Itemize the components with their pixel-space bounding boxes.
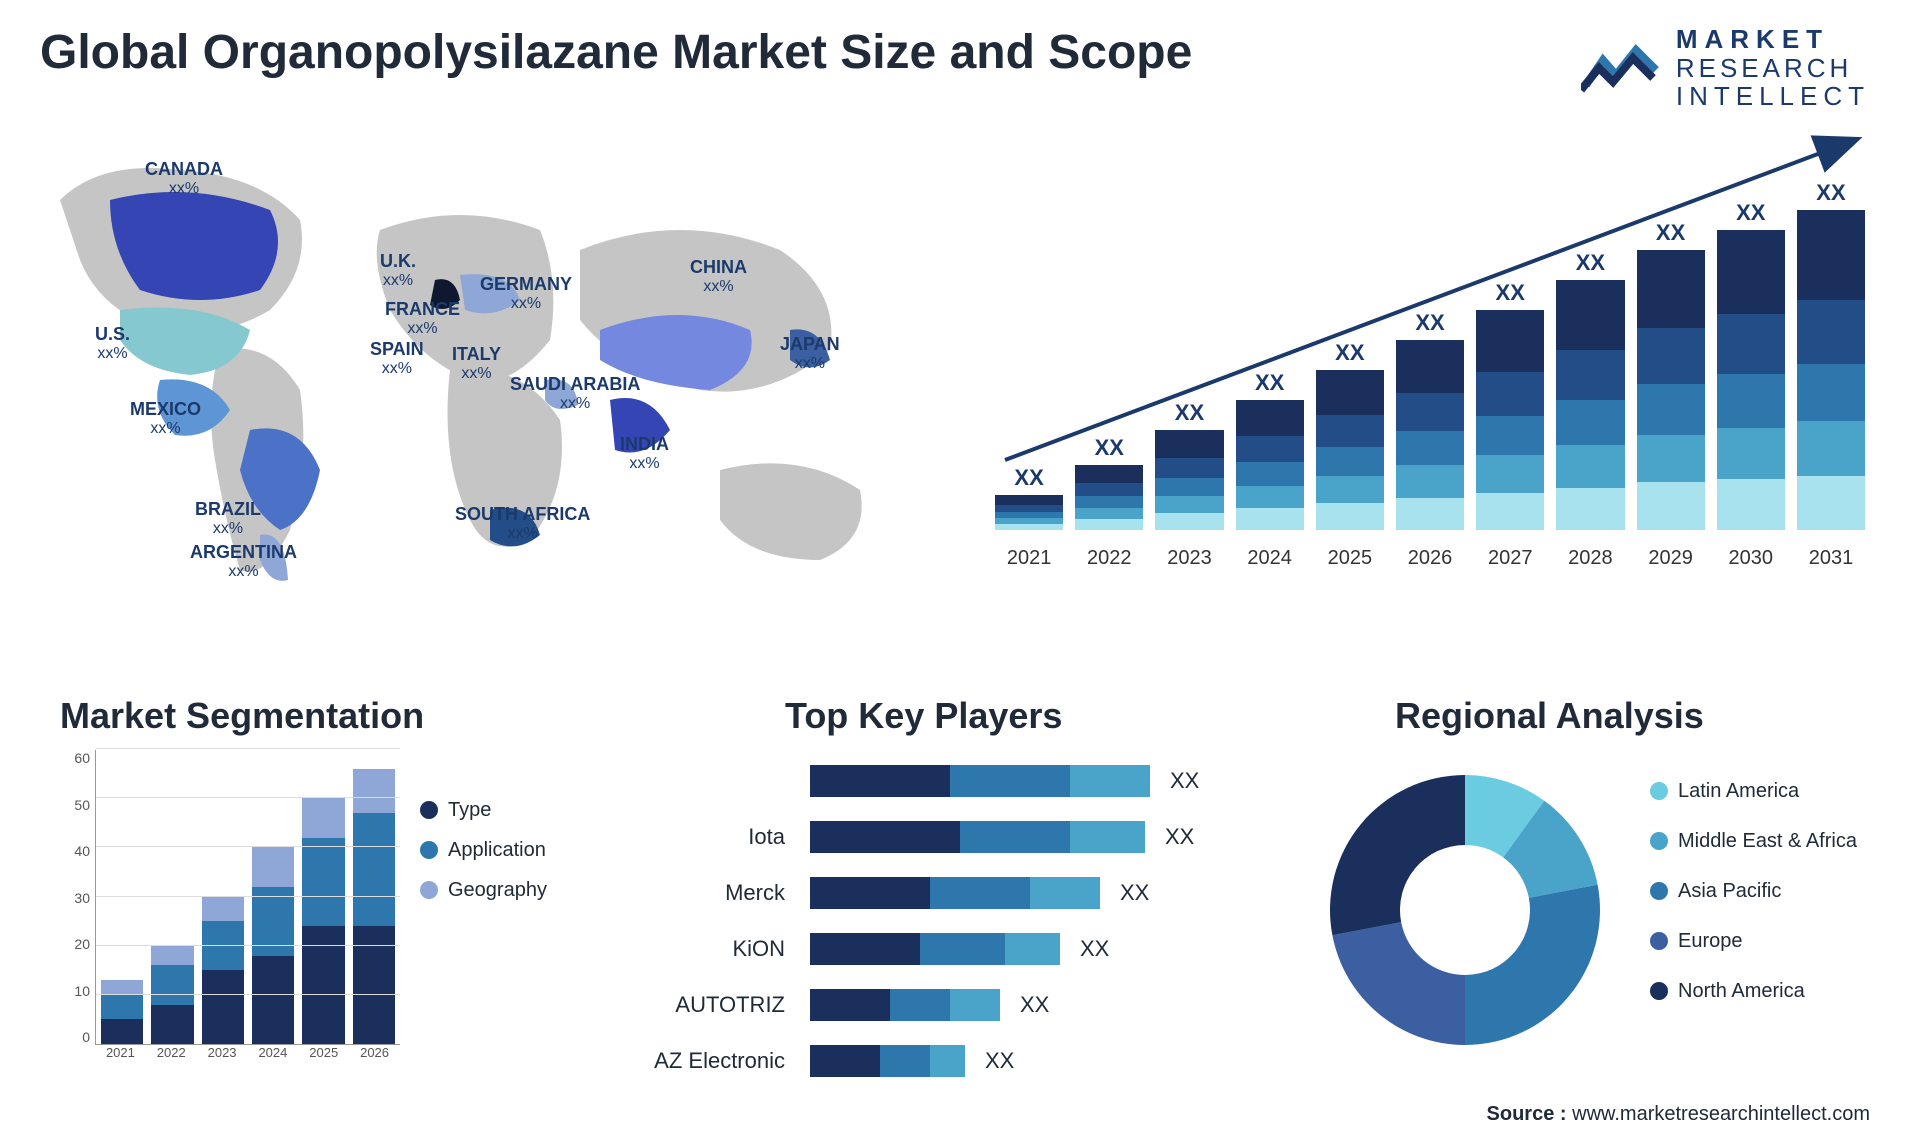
player-row: XX xyxy=(610,760,1230,802)
growth-bar: XX xyxy=(1316,370,1384,530)
country-label: CHINAxx% xyxy=(690,258,747,295)
source-citation: Source : www.marketresearchintellect.com xyxy=(1487,1103,1870,1126)
country-label: GERMANYxx% xyxy=(480,275,572,312)
segmentation-header: Market Segmentation xyxy=(60,695,424,737)
growth-year-label: 2029 xyxy=(1637,547,1705,570)
country-label: ARGENTINAxx% xyxy=(190,543,297,580)
growth-year-label: 2031 xyxy=(1797,547,1865,570)
key-players-chart: XX IotaXX MerckXX KiONXX AUTOTRIZXX AZ Electr… xyxy=(610,760,1230,1096)
page-title: Global Organopolysilazane Market Size an… xyxy=(40,25,1192,80)
growth-bar: XX xyxy=(1155,430,1223,530)
country-label: BRAZILxx% xyxy=(195,500,261,537)
country-label: U.S.xx% xyxy=(95,325,130,362)
source-label: Source : xyxy=(1487,1103,1567,1125)
country-label: SPAINxx% xyxy=(370,340,424,377)
segmentation-legend: TypeApplicationGeography xyxy=(420,790,547,910)
legend-item: Asia Pacific xyxy=(1650,875,1857,907)
country-label: CANADAxx% xyxy=(145,160,223,197)
brand-logo: MARKET RESEARCH INTELLECT xyxy=(1581,25,1870,111)
legend-item: Geography xyxy=(420,870,547,910)
segmentation-chart: 0102030405060 202120222023202420252026 xyxy=(60,750,400,1070)
growth-year-label: 2022 xyxy=(1075,547,1143,570)
country-label: MEXICOxx% xyxy=(130,400,201,437)
legend-item: Type xyxy=(420,790,547,830)
growth-bar: XX xyxy=(1637,250,1705,530)
segmentation-bar xyxy=(353,769,395,1044)
world-map: CANADAxx% U.S.xx% MEXICOxx% BRAZILxx% ARGENT… xyxy=(40,140,940,590)
player-row: AUTOTRIZXX xyxy=(610,984,1230,1026)
segmentation-bar xyxy=(252,847,294,1044)
country-label: INDIAxx% xyxy=(620,435,669,472)
growth-year-label: 2027 xyxy=(1476,547,1544,570)
legend-item: Europe xyxy=(1650,925,1857,957)
source-value: www.marketresearchintellect.com xyxy=(1572,1103,1870,1125)
growth-bar: XX xyxy=(1717,230,1785,530)
growth-bar-chart: XXXXXXXXXXXXXXXXXXXXXX 20212022202320242… xyxy=(995,170,1865,570)
growth-bar: XX xyxy=(1396,340,1464,530)
players-header: Top Key Players xyxy=(785,695,1062,737)
growth-year-label: 2021 xyxy=(995,547,1063,570)
segmentation-bar xyxy=(101,980,143,1044)
growth-year-label: 2030 xyxy=(1717,547,1785,570)
logo-line-2: RESEARCH xyxy=(1676,54,1870,83)
logo-line-3: INTELLECT xyxy=(1676,82,1870,111)
growth-year-label: 2028 xyxy=(1556,547,1624,570)
growth-bar: XX xyxy=(1556,280,1624,530)
regional-donut-chart xyxy=(1315,760,1615,1060)
donut-slice xyxy=(1465,885,1600,1045)
regional-legend: Latin America Middle East & Africa Asia Pa… xyxy=(1650,775,1857,1025)
logo-line-1: MARKET xyxy=(1676,25,1870,54)
segmentation-bar xyxy=(151,946,193,1044)
segmentation-bar xyxy=(202,897,244,1044)
country-label: SAUDI ARABIAxx% xyxy=(510,375,640,412)
player-row: AZ ElectronicXX xyxy=(610,1040,1230,1082)
legend-item: North America xyxy=(1650,975,1857,1007)
regional-header: Regional Analysis xyxy=(1395,695,1704,737)
player-row: IotaXX xyxy=(610,816,1230,858)
country-label: ITALYxx% xyxy=(452,345,501,382)
legend-item: Middle East & Africa xyxy=(1650,825,1857,857)
growth-year-label: 2026 xyxy=(1396,547,1464,570)
legend-item: Latin America xyxy=(1650,775,1857,807)
logo-mark-icon xyxy=(1581,40,1661,95)
country-label: U.K.xx% xyxy=(380,252,416,289)
player-row: KiONXX xyxy=(610,928,1230,970)
donut-slice xyxy=(1330,775,1465,935)
country-label: JAPANxx% xyxy=(780,335,840,372)
growth-bar: XX xyxy=(995,495,1063,530)
segmentation-bar xyxy=(302,798,344,1044)
growth-year-label: 2023 xyxy=(1155,547,1223,570)
legend-item: Application xyxy=(420,830,547,870)
country-label: SOUTH AFRICAxx% xyxy=(455,505,590,542)
growth-bar: XX xyxy=(1075,465,1143,530)
growth-bar: XX xyxy=(1476,310,1544,530)
growth-bar: XX xyxy=(1236,400,1304,530)
growth-bar: XX xyxy=(1797,210,1865,530)
growth-year-label: 2024 xyxy=(1236,547,1304,570)
growth-year-label: 2025 xyxy=(1316,547,1384,570)
country-label: FRANCExx% xyxy=(385,300,460,337)
donut-slice xyxy=(1332,922,1465,1045)
player-row: MerckXX xyxy=(610,872,1230,914)
